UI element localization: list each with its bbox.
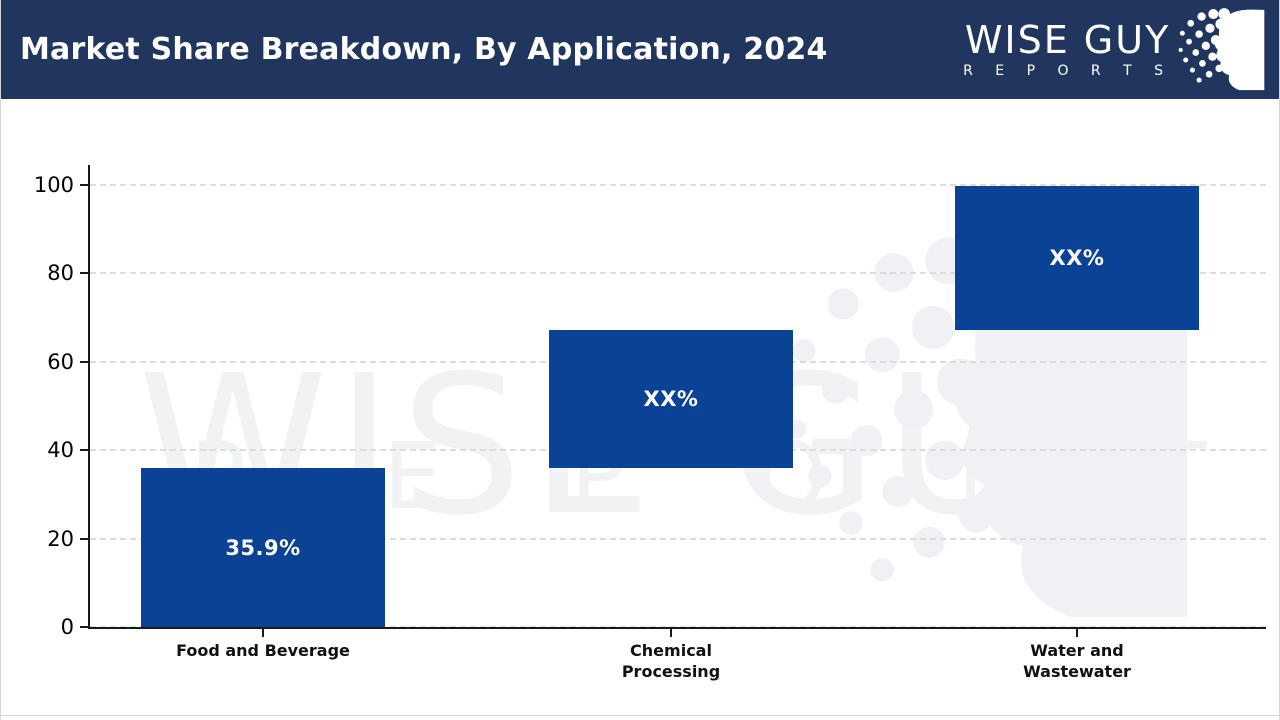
page-border-left [0,0,1,720]
y-gridline [90,272,1266,275]
page-title: Market Share Breakdown, By Application, … [20,32,828,67]
y-axis-tick [80,272,88,275]
y-axis-tick [80,626,88,628]
x-axis-category-label: Chemical Processing [621,641,721,681]
y-axis-tick-label: 0 [60,615,74,639]
y-axis-tick-label: 60 [47,349,74,374]
y-axis-line [88,165,90,629]
x-axis-tick [262,629,264,637]
logo-subtext: R E P O R T S [963,62,1172,79]
x-axis-tick [1076,629,1078,637]
bar-value-label: 35.9% [225,535,301,560]
logo-face-dots-icon [1178,7,1265,90]
y-axis-tick [80,360,88,363]
logo-text: WISE GUY R E P O R T S [963,20,1172,80]
bar-segment: XX% [955,185,1199,330]
y-axis-tick-label: 80 [47,261,74,286]
page-border-bottom [0,715,1280,716]
y-axis-tick [80,449,88,452]
wise-guy-reports-logo: WISE GUY R E P O R T S [963,7,1280,93]
x-axis-tick [670,629,672,637]
x-axis-line [88,627,1266,629]
x-axis-category-label: Water and Wastewater [1023,641,1131,681]
y-axis-tick-label: 40 [47,438,74,463]
logo-wordmark: WISE GUY [964,17,1171,62]
y-axis-tick-label: 100 [33,173,74,197]
header-bar: Market Share Breakdown, By Application, … [0,0,1280,99]
bar-segment: XX% [549,329,793,469]
bar-value-label: XX% [1049,245,1105,270]
y-gridline [90,184,1266,186]
y-axis-tick [80,537,88,540]
y-axis-tick-label: 20 [47,526,74,551]
y-gridline [90,537,1266,540]
x-axis-category-label: Food and Beverage [176,641,350,660]
bar-value-label: XX% [643,387,699,412]
bar-segment: 35.9% [141,468,385,627]
y-axis-tick [80,184,88,186]
